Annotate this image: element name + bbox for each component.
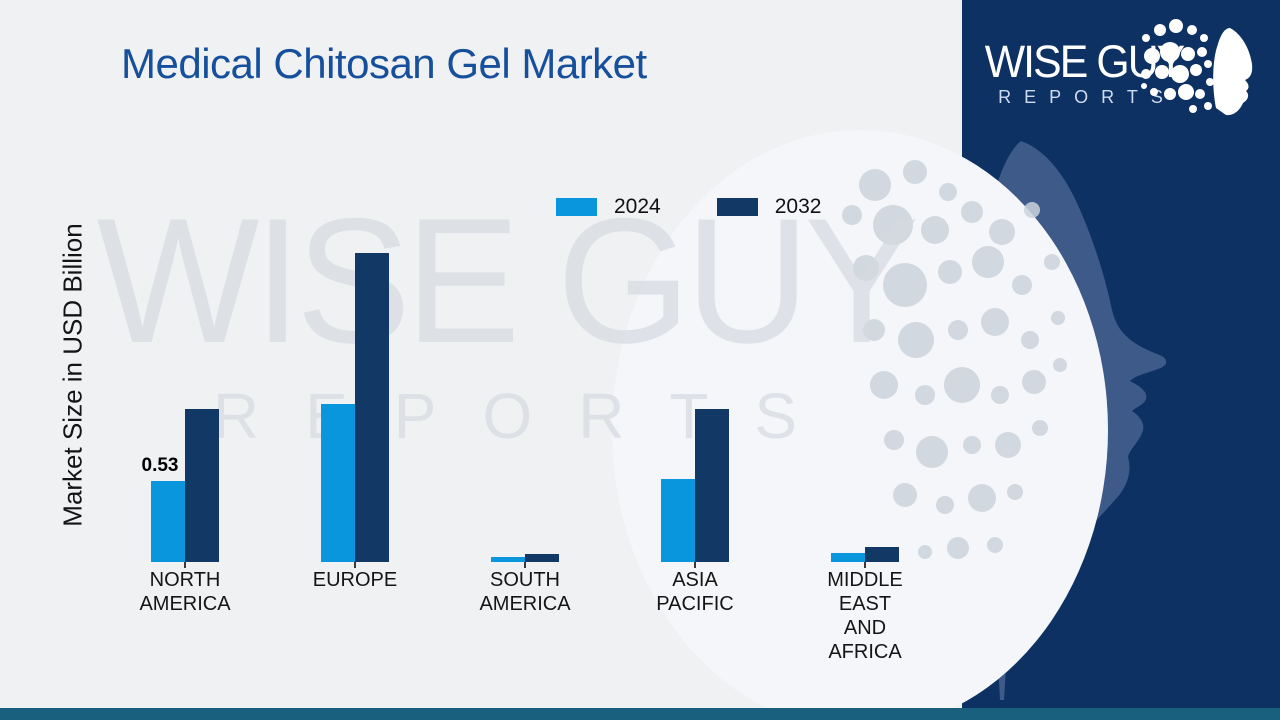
bar-2032-europe bbox=[355, 253, 389, 562]
brain-dots bbox=[842, 160, 1067, 559]
logo-face-silhouette bbox=[1213, 28, 1253, 116]
category-label-middle-east-and-africa: MIDDLE EAST AND AFRICA bbox=[827, 569, 903, 663]
bar-2032-middle-east-and-africa bbox=[865, 547, 899, 562]
head-circle bbox=[612, 130, 1108, 720]
legend-entry-2024: 2024 bbox=[556, 195, 661, 219]
bar-2024-middle-east-and-africa bbox=[831, 553, 865, 562]
bar-2032-south-america bbox=[525, 554, 559, 562]
legend-label: 2024 bbox=[614, 195, 661, 218]
category-label-south-america: SOUTH AMERICA bbox=[479, 569, 571, 615]
brand-logo-face-icon bbox=[1141, 19, 1253, 116]
axis-tick-north-america bbox=[184, 562, 186, 568]
bar-value-label: 0.53 bbox=[141, 455, 179, 476]
brand-logo-subtitle: REPORTS bbox=[998, 87, 1176, 108]
legend-entry-2032: 2032 bbox=[716, 195, 822, 219]
legend-swatch-2032 bbox=[716, 198, 758, 216]
bar-2024-north-america bbox=[151, 481, 185, 562]
axis-tick-middle-east-and-africa bbox=[864, 562, 866, 568]
legend-label: 2032 bbox=[774, 195, 822, 218]
category-label-north-america: NORTH AMERICA bbox=[139, 569, 231, 615]
legend-swatch-2024 bbox=[556, 198, 597, 216]
category-label-asia-pacific: ASIA PACIFIC bbox=[656, 569, 734, 615]
bar-2032-north-america bbox=[185, 409, 219, 562]
legend: 2024 2032 bbox=[556, 195, 821, 219]
axis-tick-south-america bbox=[524, 562, 526, 568]
page-title: Medical Chitosan Gel Market bbox=[121, 40, 647, 87]
bar-2024-south-america bbox=[491, 557, 525, 562]
axis-tick-asia-pacific bbox=[694, 562, 696, 568]
bar-2032-asia-pacific bbox=[695, 409, 729, 562]
category-label-europe: EUROPE bbox=[312, 569, 398, 591]
bar-2024-asia-pacific bbox=[661, 479, 695, 562]
axis-tick-europe bbox=[354, 562, 356, 568]
bar-2024-europe bbox=[321, 404, 355, 562]
footer-accent-bar bbox=[0, 708, 1280, 720]
